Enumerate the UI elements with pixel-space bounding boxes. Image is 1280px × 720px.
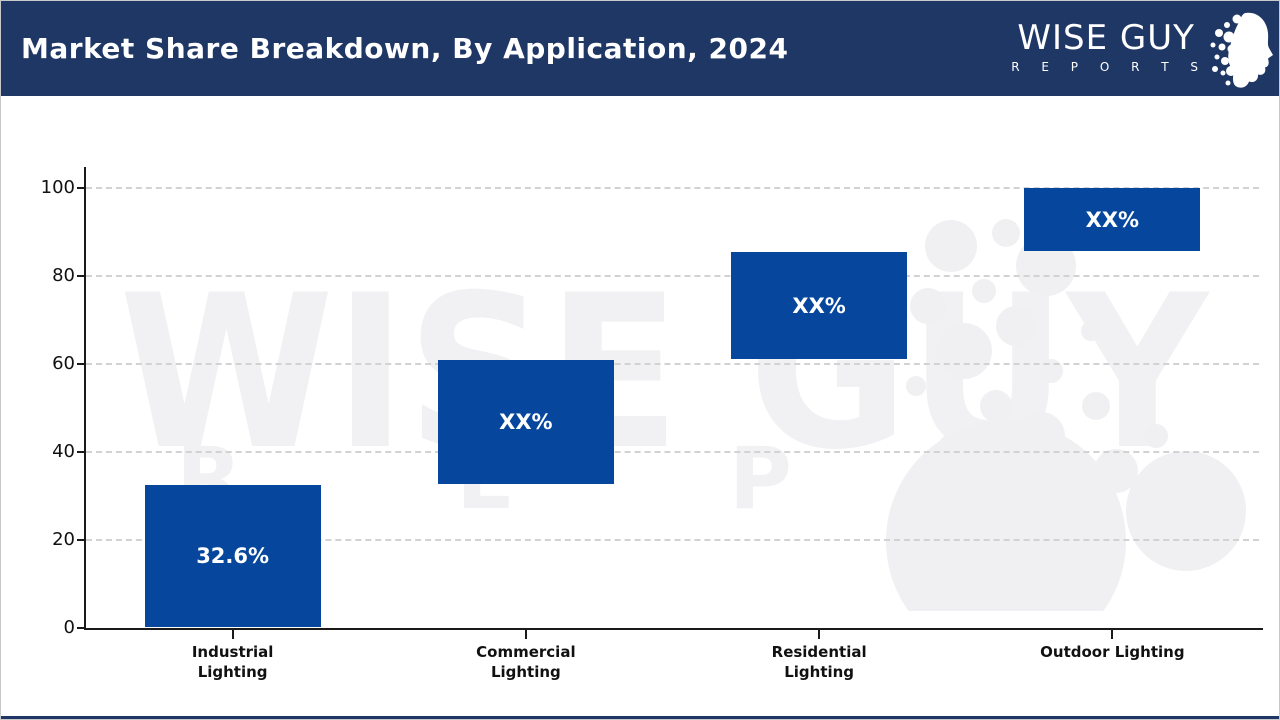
header-bar: Market Share Breakdown, By Application, … [1, 1, 1279, 96]
y-tick-label-80: 80 [52, 265, 75, 286]
brand-subtext: R E P O R T S [1011, 59, 1207, 74]
x-tick-3 [1111, 630, 1114, 639]
gridline-80 [86, 275, 1259, 277]
y-tick-label-100: 100 [40, 177, 75, 198]
bar-value-label: XX% [1085, 207, 1140, 232]
y-tick-label-40: 40 [52, 441, 75, 462]
x-axis-spine [84, 628, 1263, 630]
x-tick-0 [231, 630, 234, 639]
x-tick-2 [818, 630, 821, 639]
category-label-1: Commercial Lighting [476, 643, 576, 682]
bar-value-label: 32.6% [196, 544, 270, 569]
bar-outdoor-lighting [1024, 188, 1201, 251]
category-label-2: Residential Lighting [771, 643, 867, 682]
brand-logo-text: WISE GUY R E P O R T S [1005, 18, 1207, 74]
watermark-dotted-head [886, 219, 1246, 611]
bar-residential-lighting [731, 251, 908, 359]
y-tick-80 [77, 275, 86, 277]
y-tick-0 [77, 627, 86, 629]
x-tick-1 [524, 630, 527, 639]
gridline-100 [86, 187, 1259, 189]
y-tick-label-0: 0 [63, 617, 75, 638]
bar-industrial-lighting [144, 484, 321, 627]
bar-value-label: XX% [792, 293, 846, 318]
dotted-head-profile-icon [1210, 12, 1273, 88]
y-tick-40 [77, 451, 86, 453]
gridline-20 [86, 539, 1259, 541]
gridline-60 [86, 363, 1259, 365]
bar-commercial-lighting [437, 359, 614, 484]
gridline-40 [86, 451, 1259, 453]
y-tick-20 [77, 539, 86, 541]
y-tick-60 [77, 363, 86, 365]
page-title: Market Share Breakdown, By Application, … [21, 32, 789, 65]
y-tick-label-60: 60 [52, 353, 75, 374]
category-label-0: Industrial Lighting [191, 643, 274, 682]
y-tick-label-20: 20 [52, 529, 75, 550]
footer-strip [1, 716, 1279, 719]
brand-logo: WISE GUY R E P O R T S [1011, 7, 1273, 91]
bar-value-label: XX% [499, 410, 553, 435]
y-tick-100 [77, 187, 86, 189]
category-label-3: Outdoor Lighting [1040, 643, 1185, 661]
brand-wordmark: WISE GUY [1017, 18, 1195, 58]
y-axis-spine [84, 167, 86, 630]
